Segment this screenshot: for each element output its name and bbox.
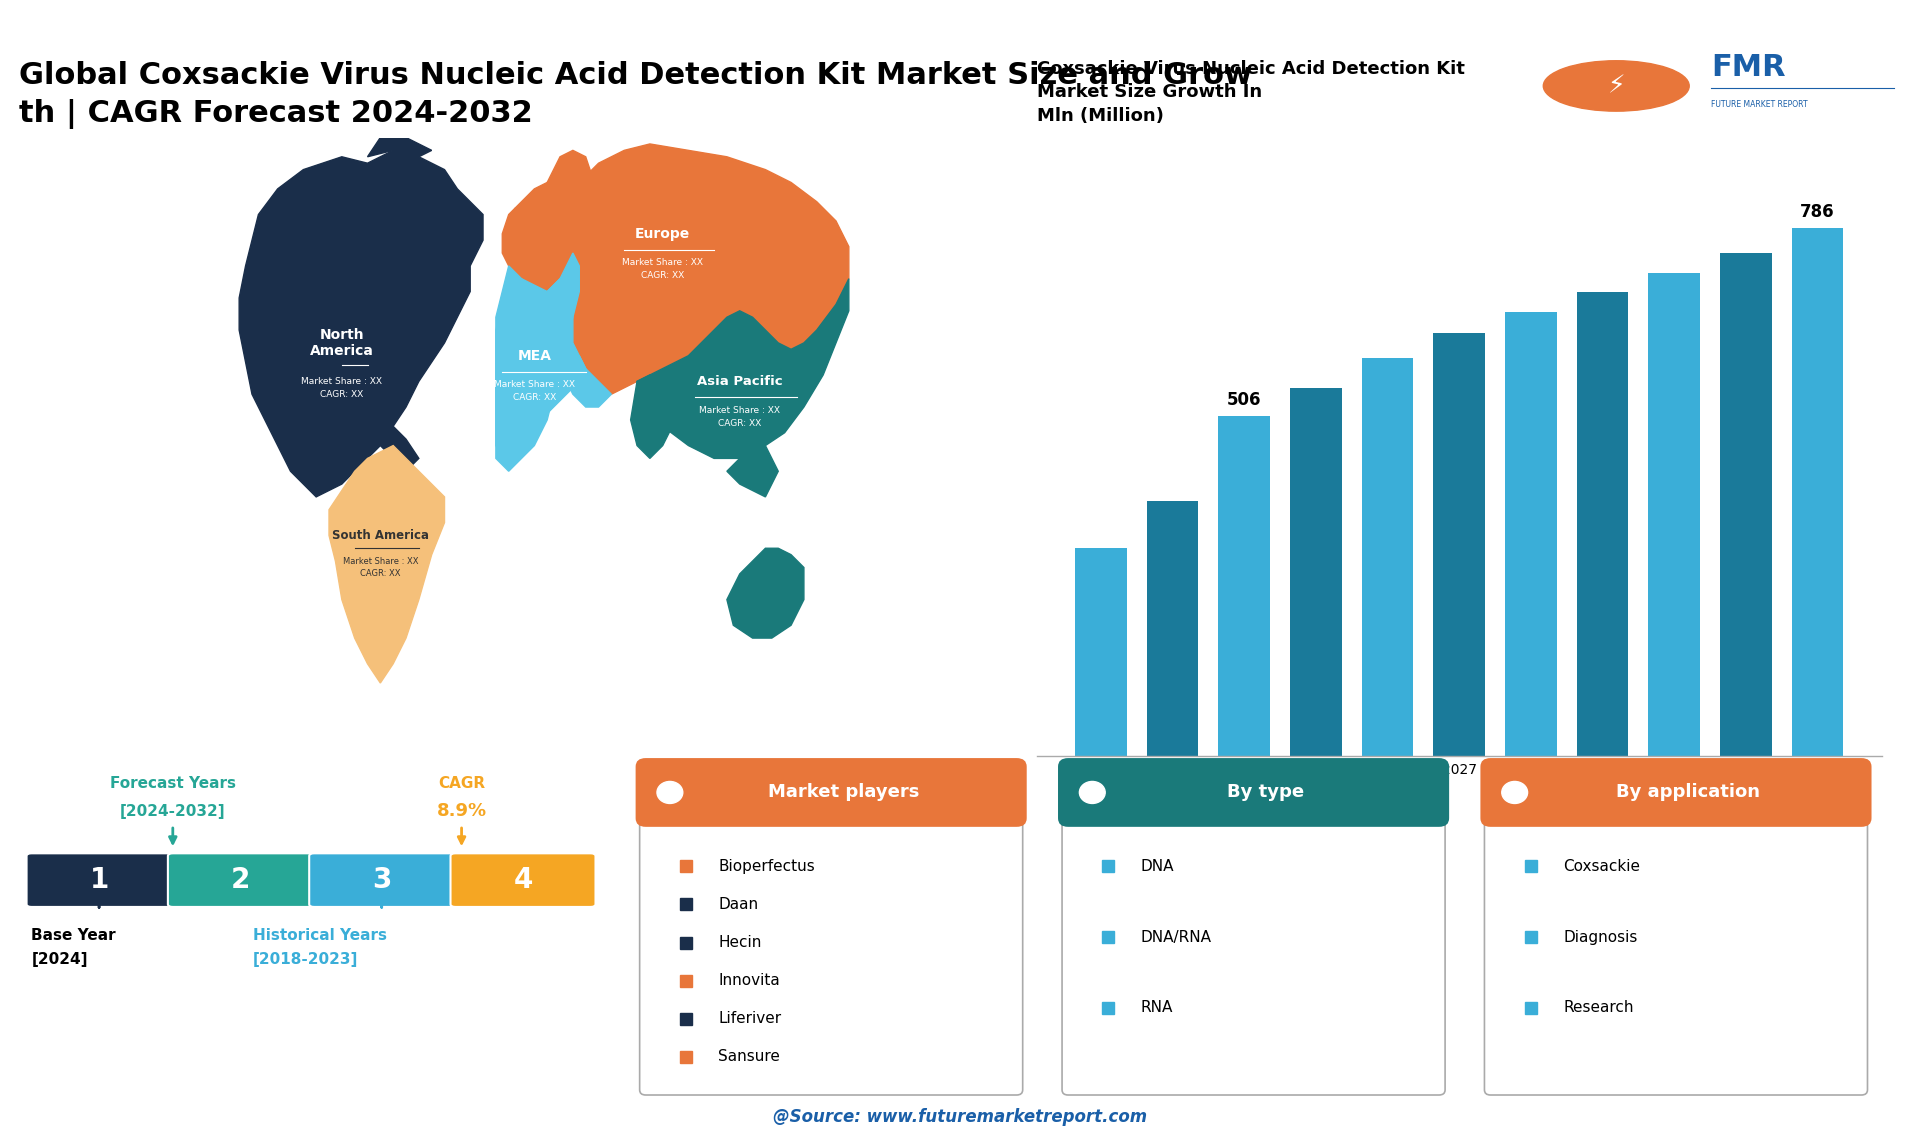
Text: ⚡: ⚡ (1607, 74, 1624, 97)
Text: Market Share : XX: Market Share : XX (699, 406, 780, 415)
Text: Market players: Market players (768, 784, 920, 801)
Text: [2024-2032]: [2024-2032] (119, 803, 227, 819)
Text: Daan: Daan (718, 897, 758, 912)
Polygon shape (637, 278, 849, 458)
Circle shape (1079, 782, 1106, 803)
FancyBboxPatch shape (451, 854, 595, 906)
Polygon shape (547, 150, 591, 189)
FancyBboxPatch shape (1480, 759, 1872, 827)
Text: 4: 4 (513, 866, 532, 894)
Text: CAGR: XX: CAGR: XX (513, 393, 557, 402)
Text: 1: 1 (90, 866, 109, 894)
Text: Coxsackie Virus Nucleic Acid Detection Kit
Market Size Growth In
Mln (Million): Coxsackie Virus Nucleic Acid Detection K… (1037, 60, 1465, 125)
Polygon shape (572, 144, 849, 394)
Circle shape (1501, 782, 1528, 803)
Text: CAGR: XX: CAGR: XX (718, 418, 762, 427)
Text: Coxsackie: Coxsackie (1563, 858, 1640, 874)
Polygon shape (630, 375, 676, 458)
Polygon shape (367, 138, 432, 157)
Text: By application: By application (1617, 784, 1761, 801)
Bar (1146, 501, 1198, 756)
Text: Market Share : XX: Market Share : XX (342, 557, 419, 566)
Polygon shape (509, 209, 522, 234)
Bar (1219, 416, 1269, 756)
Circle shape (1544, 61, 1690, 111)
Polygon shape (728, 548, 804, 638)
Text: Diagnosis: Diagnosis (1563, 929, 1638, 944)
Text: Market Share : XX: Market Share : XX (493, 380, 574, 390)
Text: Hecin: Hecin (718, 935, 762, 950)
Text: MEA: MEA (516, 348, 551, 363)
Text: 506: 506 (1227, 391, 1261, 409)
Bar (1505, 313, 1557, 756)
Polygon shape (495, 253, 586, 458)
FancyBboxPatch shape (27, 854, 171, 906)
Text: DNA/RNA: DNA/RNA (1140, 929, 1212, 944)
Bar (1791, 228, 1843, 756)
Text: 2: 2 (230, 866, 250, 894)
Text: Sansure: Sansure (718, 1050, 780, 1065)
Bar (1434, 332, 1484, 756)
Text: Base Year: Base Year (31, 927, 115, 943)
Text: Research: Research (1563, 1000, 1634, 1015)
Text: 8.9%: 8.9% (436, 802, 486, 821)
FancyBboxPatch shape (639, 821, 1023, 1096)
Text: North
America: North America (309, 328, 374, 358)
Bar (1290, 387, 1342, 756)
Bar (1075, 548, 1127, 756)
Text: FUTURE MARKET REPORT: FUTURE MARKET REPORT (1711, 101, 1809, 109)
Text: Market Share : XX: Market Share : XX (301, 377, 382, 386)
Text: [2018-2023]: [2018-2023] (253, 951, 357, 967)
Text: Forecast Years: Forecast Years (109, 776, 236, 792)
Text: 3: 3 (372, 866, 392, 894)
Text: Global Coxsackie Virus Nucleic Acid Detection Kit Market Size and Grow
th | CAGR: Global Coxsackie Virus Nucleic Acid Dete… (19, 61, 1252, 129)
Text: [2024]: [2024] (31, 951, 88, 967)
Text: Bioperfectus: Bioperfectus (718, 858, 814, 874)
Polygon shape (503, 170, 599, 291)
Text: 786: 786 (1801, 203, 1836, 221)
FancyBboxPatch shape (309, 854, 455, 906)
Text: Liferiver: Liferiver (718, 1011, 781, 1026)
FancyBboxPatch shape (1484, 821, 1868, 1096)
Text: Asia Pacific: Asia Pacific (697, 375, 783, 387)
Polygon shape (380, 426, 419, 471)
Bar (1649, 274, 1699, 756)
Text: Historical Years: Historical Years (253, 927, 386, 943)
Polygon shape (328, 446, 445, 683)
Text: CAGR: XX: CAGR: XX (361, 570, 401, 579)
FancyBboxPatch shape (1062, 821, 1446, 1096)
Text: South America: South America (332, 529, 428, 542)
Polygon shape (566, 355, 611, 407)
Polygon shape (240, 150, 484, 497)
Text: By type: By type (1227, 784, 1304, 801)
FancyBboxPatch shape (636, 759, 1027, 827)
Text: RNA: RNA (1140, 1000, 1173, 1015)
Circle shape (657, 782, 684, 803)
Bar (1361, 359, 1413, 756)
Text: CAGR: CAGR (438, 776, 486, 792)
Text: Innovita: Innovita (718, 973, 780, 988)
Polygon shape (728, 446, 778, 497)
Text: CAGR: XX: CAGR: XX (641, 270, 684, 280)
Text: DNA: DNA (1140, 858, 1175, 874)
Text: @Source: www.futuremarketreport.com: @Source: www.futuremarketreport.com (774, 1108, 1146, 1127)
Text: Europe: Europe (636, 227, 691, 241)
Bar (1720, 253, 1772, 756)
FancyBboxPatch shape (1058, 759, 1450, 827)
FancyBboxPatch shape (167, 854, 313, 906)
Polygon shape (495, 278, 572, 471)
Text: Market Share : XX: Market Share : XX (622, 258, 703, 267)
Text: FMR: FMR (1711, 53, 1786, 81)
Text: CAGR: XX: CAGR: XX (321, 390, 363, 399)
Bar (1576, 292, 1628, 756)
